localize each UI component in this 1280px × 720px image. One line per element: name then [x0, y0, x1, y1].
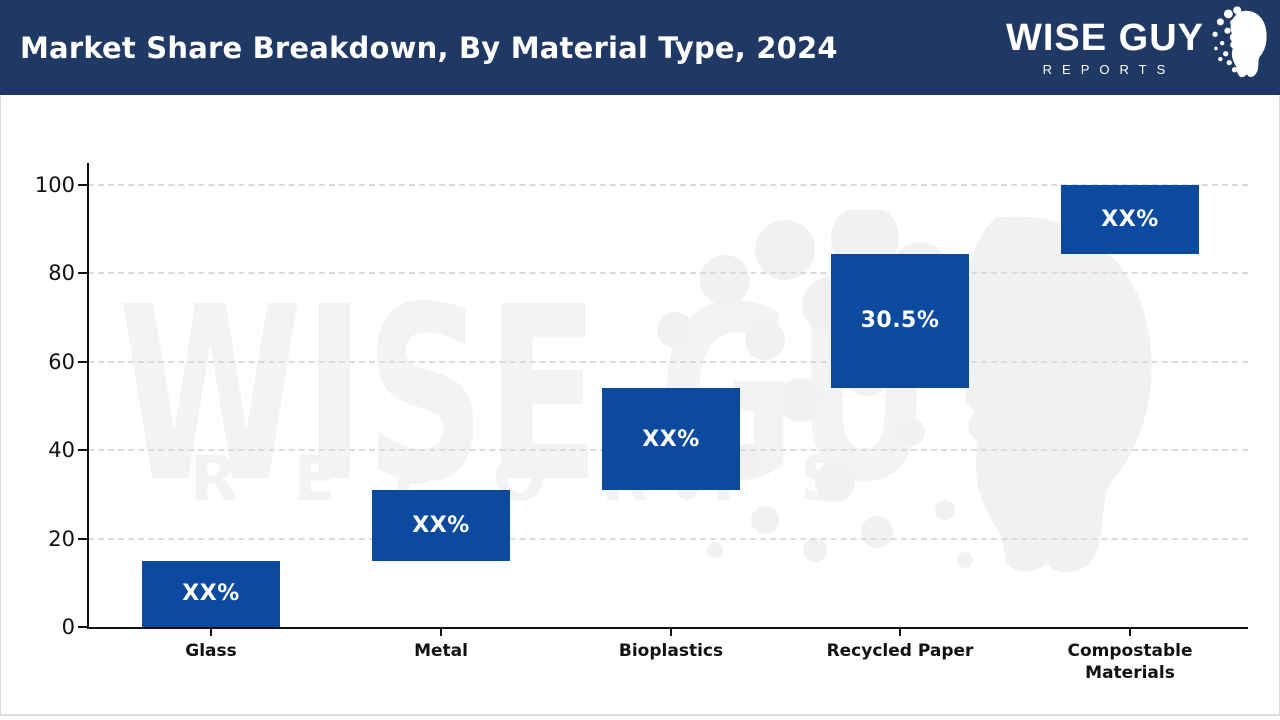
y-axis-tick-label: 20 [48, 526, 75, 551]
y-axis-tick-label: 60 [48, 349, 75, 374]
gridline [88, 184, 1248, 186]
bar-value-label: XX% [182, 581, 240, 607]
x-axis-tick-mark [440, 629, 442, 636]
x-axis-line [87, 627, 1248, 629]
x-axis-tick-mark [210, 629, 212, 636]
logo-wordmark: WISE GUY [1005, 16, 1204, 59]
gridline [88, 272, 1248, 275]
logo-face-icon [1212, 5, 1267, 77]
bar: XX% [142, 560, 280, 627]
x-axis-category-label: Metal [414, 641, 468, 661]
page-title: Market Share Breakdown, By Material Type… [20, 30, 838, 65]
logo-subtitle: REPORTS [1042, 61, 1176, 77]
bar-value-label: 30.5% [860, 308, 940, 334]
y-axis-tick-mark [78, 537, 87, 540]
x-axis-tick-mark [670, 629, 672, 636]
y-axis-tick-label: 0 [61, 615, 75, 639]
bar-value-label: XX% [412, 512, 470, 538]
bar: XX% [372, 489, 510, 561]
y-axis-tick-mark [78, 184, 87, 186]
y-axis-tick-label: 40 [48, 438, 75, 463]
logo-text: WISE GUY REPORTS [1006, 19, 1204, 77]
x-axis-category-label: Compostable Materials [1067, 641, 1193, 684]
y-axis-tick-label: 80 [48, 261, 75, 286]
y-axis-tick-mark [78, 449, 87, 452]
x-axis-category-label: Bioplastics [618, 641, 724, 661]
y-axis-tick-mark [78, 626, 87, 628]
bar: XX% [1061, 185, 1199, 254]
header-bar: Market Share Breakdown, By Material Type… [0, 0, 1280, 95]
y-axis-tick-mark [78, 360, 87, 363]
y-axis-tick-label: 100 [34, 173, 75, 197]
gridline [88, 537, 1248, 540]
gridline [88, 360, 1248, 363]
bar-value-label: XX% [642, 426, 700, 452]
x-axis-tick-mark [899, 629, 901, 636]
x-axis-category-label: Glass [185, 641, 237, 661]
y-axis-line [87, 163, 89, 629]
bar: XX% [602, 388, 740, 490]
x-axis-category-label: Recycled Paper [826, 641, 974, 661]
bar: 30.5% [831, 253, 969, 389]
wise-guy-logo: WISE GUY REPORTS [1006, 0, 1270, 95]
x-axis-tick-mark [1129, 629, 1131, 636]
bar-value-label: XX% [1101, 206, 1159, 232]
y-axis-tick-mark [78, 272, 87, 275]
